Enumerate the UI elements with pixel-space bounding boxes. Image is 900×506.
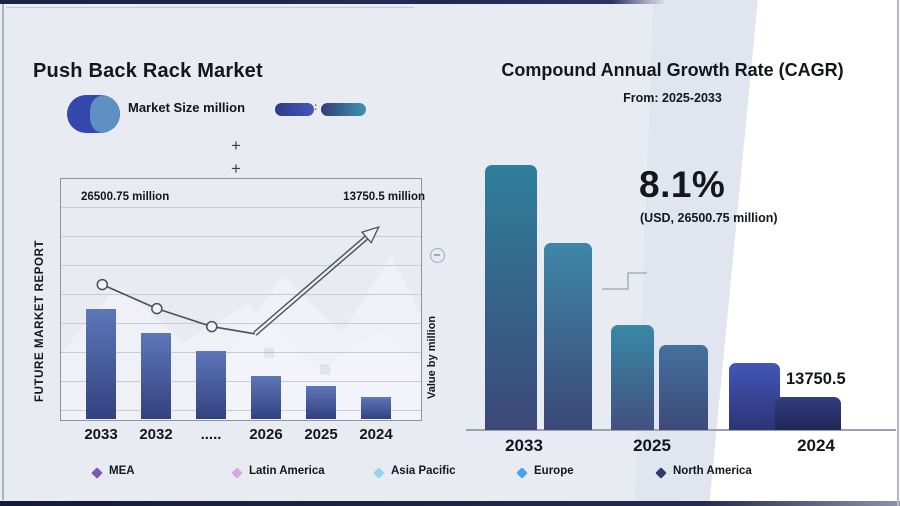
legend-label: MEA: [109, 465, 135, 477]
pill-separator: :: [314, 102, 318, 113]
x-axis-tick-label: 2026: [249, 426, 283, 443]
cagr-value: 8.1%: [639, 164, 726, 205]
bar: [85, 309, 116, 419]
bar: [544, 243, 592, 430]
bar: [611, 325, 654, 430]
bar: [195, 351, 226, 419]
cagr-title: Compound Annual Growth Rate (CAGR): [501, 60, 844, 80]
plus-mark-icon: +: [231, 159, 241, 178]
annotation-start-value: 26500.75 million: [81, 191, 170, 203]
legend-marker-icon: [516, 467, 528, 479]
step-line-decoration: [602, 272, 647, 290]
bar: [485, 165, 537, 430]
right-frame-line: [897, 0, 899, 506]
mini-pill-teal-icon: [321, 103, 366, 116]
bar-series: [61, 179, 421, 420]
annotation-end-value: 13750.5 million: [343, 191, 425, 203]
x-axis-tick-label: 2025: [633, 436, 671, 455]
inner-top-line: [6, 7, 414, 8]
legend-marker-icon: [373, 467, 385, 479]
legend-label: Asia Pacific: [391, 465, 456, 477]
bar-value-label: 13750.5: [786, 370, 846, 388]
legend-label: Latin America: [249, 465, 325, 477]
x-axis-tick-label: .....: [200, 426, 222, 443]
bar: [659, 345, 708, 430]
x-axis-tick-label: 2024: [359, 426, 393, 443]
x-axis-tick-label: 2024: [797, 436, 835, 455]
bar: [140, 333, 171, 419]
x-axis-tick-label: 2025: [304, 426, 338, 443]
watermark-label: FUTURE MARKET REPORT: [34, 239, 46, 403]
x-axis-tick-label: 2033: [505, 436, 543, 455]
market-size-chart: 26500.75 million 13750.5 million ▦ ▦: [60, 178, 425, 421]
market-size-pill-icon: [67, 95, 120, 133]
x-axis-tick-label: 2032: [139, 426, 173, 443]
gridlines: [61, 179, 421, 420]
legend-label: North America: [673, 465, 752, 477]
ghost-table-icon: ▦: [263, 344, 276, 359]
bottom-frame-bar: [0, 501, 900, 506]
bar: [360, 397, 391, 419]
pill-lobe-icon: [90, 95, 120, 133]
legend-marker-icon: [231, 467, 243, 479]
cagr-detail: (USD, 26500.75 million): [640, 211, 778, 225]
bar: [729, 363, 780, 430]
bar: [305, 386, 336, 419]
ghost-table-icon: ▦: [319, 361, 332, 376]
value-axis-label: Value by million: [426, 315, 438, 399]
plus-mark-icon: +: [231, 136, 241, 155]
legend-marker-icon: [91, 467, 103, 479]
left-frame-line: [2, 4, 4, 500]
top-frame-bar: [0, 0, 900, 4]
legend-label: Europe: [534, 465, 574, 477]
market-size-label: Market Size million: [128, 100, 246, 115]
mini-pill-blue-icon: [275, 103, 314, 116]
page-title: Push Back Rack Market: [33, 60, 263, 82]
x-axis-line: [466, 429, 896, 431]
bar: [250, 376, 281, 419]
circle-minus-icon: [430, 248, 445, 263]
x-axis-tick-label: 2033: [84, 426, 118, 443]
cagr-subtitle: From: 2025-2033: [623, 91, 722, 105]
bar: [775, 397, 841, 430]
trend-line-arrow: [96, 225, 380, 336]
